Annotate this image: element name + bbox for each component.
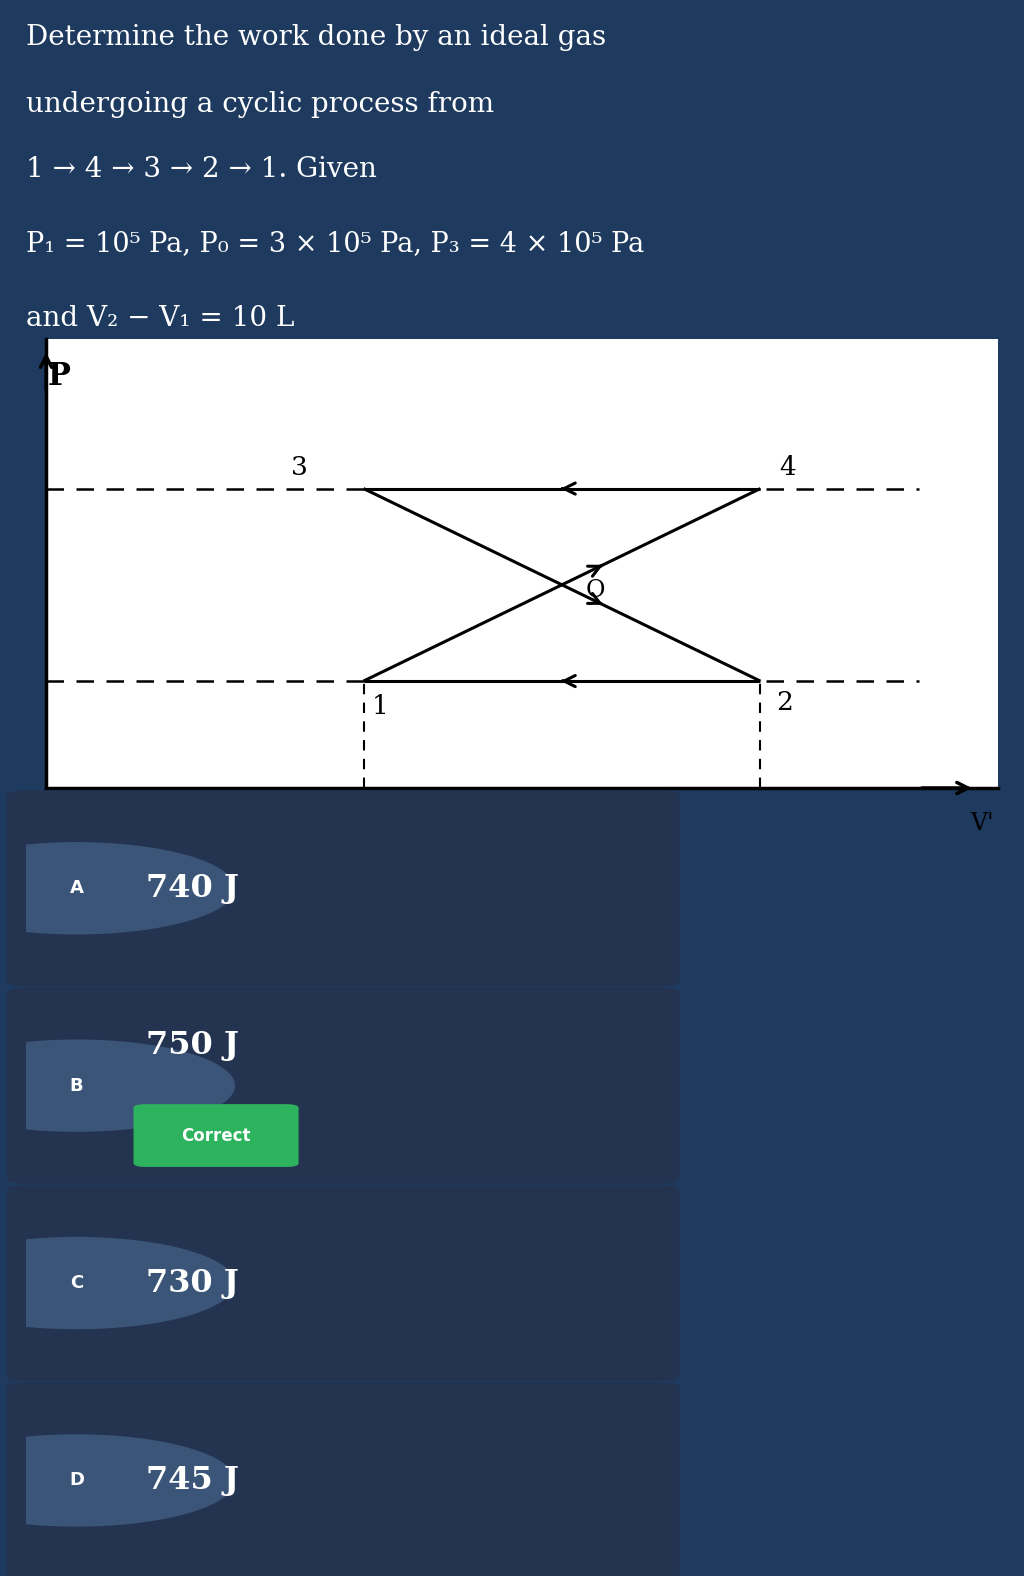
Text: 750 J: 750 J [146, 1029, 240, 1061]
Text: V': V' [970, 812, 993, 835]
Text: and V₂ − V₁ = 10 L: and V₂ − V₁ = 10 L [26, 306, 294, 333]
FancyBboxPatch shape [6, 1185, 680, 1381]
Circle shape [0, 842, 236, 935]
Text: A: A [70, 879, 83, 897]
Text: 2: 2 [776, 690, 793, 714]
Text: 745 J: 745 J [146, 1466, 240, 1496]
Text: 740 J: 740 J [146, 873, 240, 903]
Text: Determine the work done by an ideal gas: Determine the work done by an ideal gas [26, 24, 606, 50]
Text: 730 J: 730 J [146, 1267, 239, 1299]
Text: O: O [586, 578, 605, 602]
FancyBboxPatch shape [6, 988, 680, 1184]
Text: 1 → 4 → 3 → 2 → 1. Given: 1 → 4 → 3 → 2 → 1. Given [26, 156, 377, 183]
Circle shape [0, 1237, 236, 1329]
FancyBboxPatch shape [133, 1105, 299, 1166]
Circle shape [0, 1434, 236, 1527]
Text: undergoing a cyclic process from: undergoing a cyclic process from [26, 91, 494, 118]
Circle shape [0, 1040, 236, 1132]
Text: 1: 1 [372, 693, 388, 719]
Text: D: D [69, 1472, 84, 1489]
Text: Correct: Correct [181, 1127, 251, 1144]
Text: C: C [70, 1273, 83, 1292]
Text: P: P [47, 361, 71, 392]
Text: P₁ = 10⁵ Pa, P₀ = 3 × 10⁵ Pa, P₃ = 4 × 10⁵ Pa: P₁ = 10⁵ Pa, P₀ = 3 × 10⁵ Pa, P₃ = 4 × 1… [26, 230, 644, 257]
Text: 3: 3 [291, 455, 308, 481]
Text: 4: 4 [779, 455, 796, 481]
Text: B: B [70, 1076, 83, 1095]
FancyBboxPatch shape [6, 1382, 680, 1576]
FancyBboxPatch shape [6, 790, 680, 987]
